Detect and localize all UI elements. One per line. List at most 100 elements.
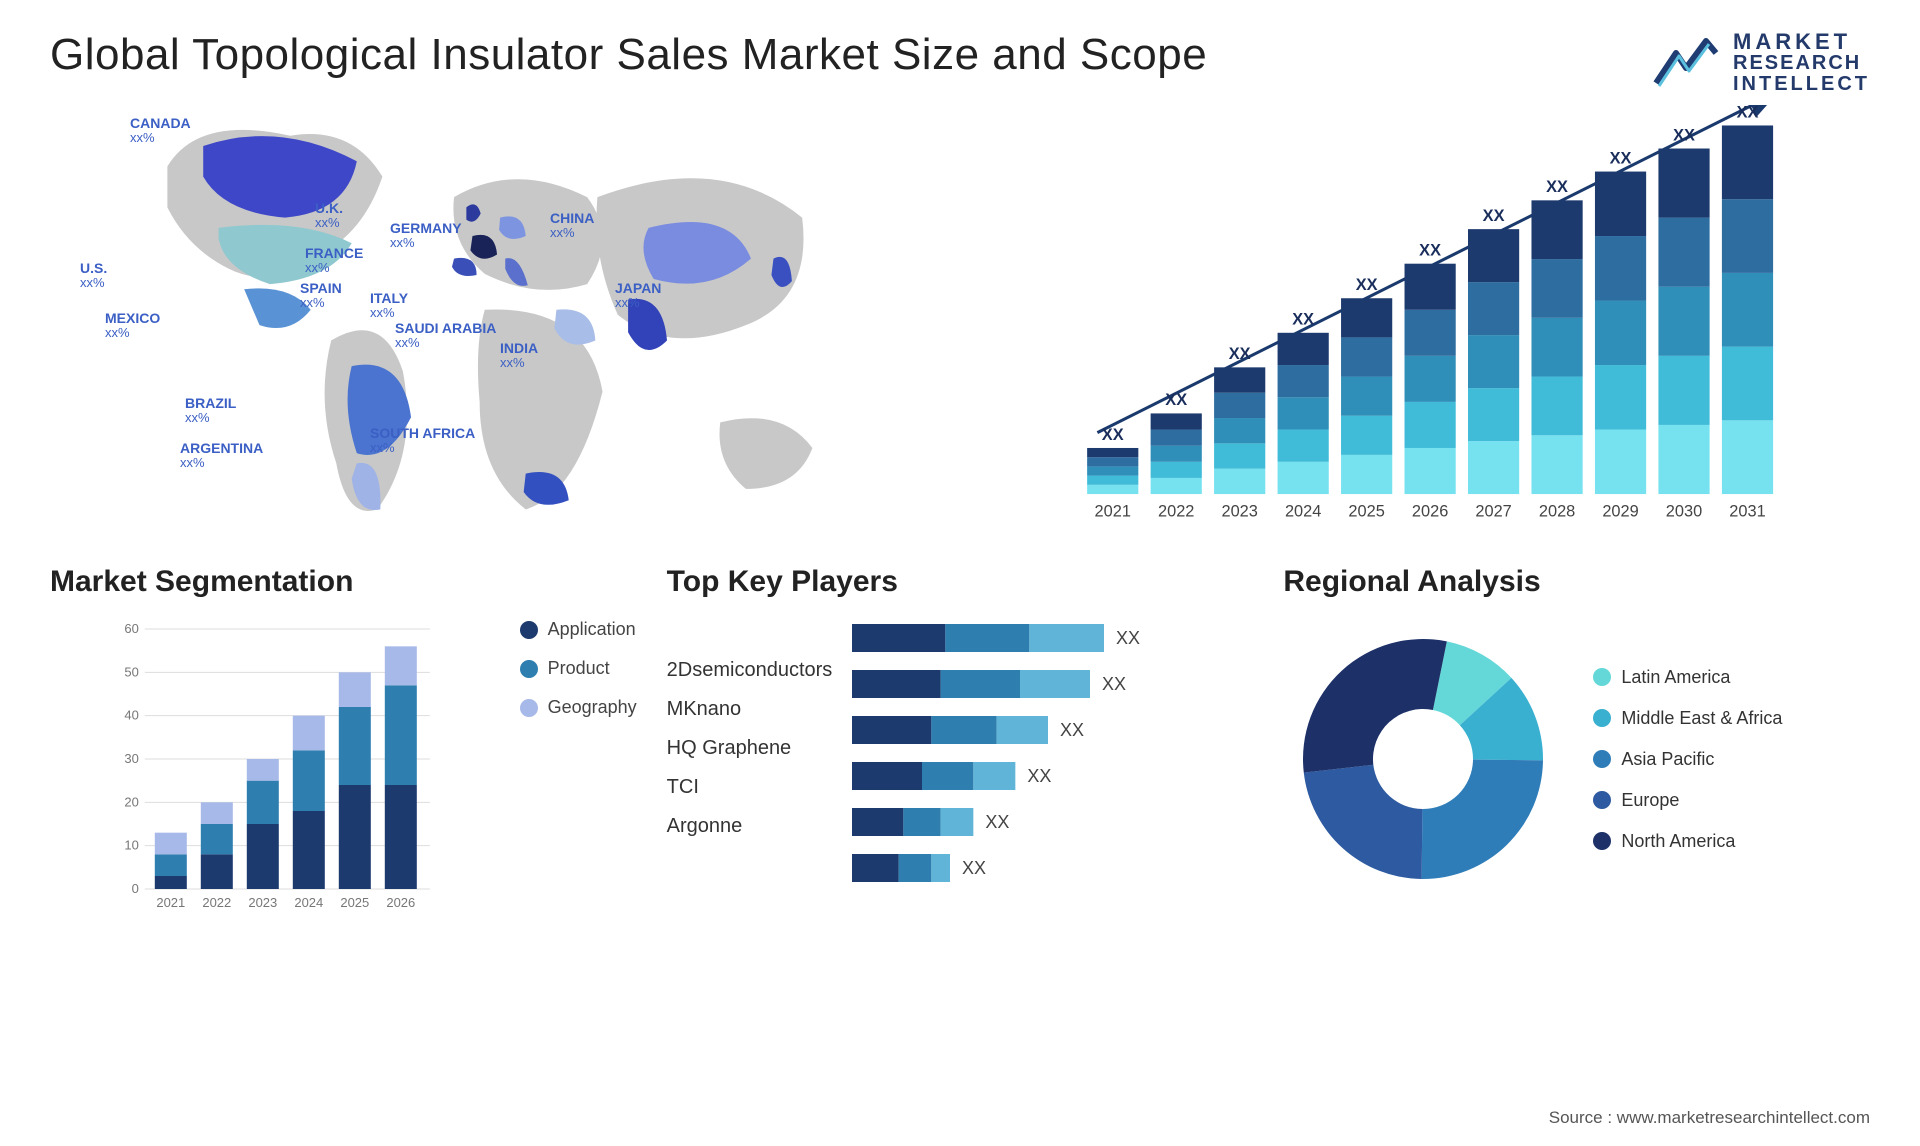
key-bar-value: XX <box>1102 674 1126 694</box>
legend-swatch-icon <box>1593 750 1611 768</box>
key-bar-seg <box>932 854 951 882</box>
growth-bar-seg <box>1341 298 1392 337</box>
map-label-india: INDIAxx% <box>500 340 538 371</box>
seg-year-label: 2025 <box>340 895 369 910</box>
growth-bar-seg <box>1722 273 1773 347</box>
map-label-us: U.S.xx% <box>80 260 107 291</box>
legend-swatch-icon <box>1593 791 1611 809</box>
growth-bar-seg <box>1531 318 1582 377</box>
seg-legend-label: Geography <box>548 697 637 718</box>
key-bar-seg <box>852 716 931 744</box>
growth-bar-seg <box>1278 365 1329 397</box>
region-legend-label: Latin America <box>1621 667 1730 688</box>
key-bar-seg <box>946 624 1030 652</box>
growth-bar-seg <box>1722 199 1773 273</box>
lower-section: Market Segmentation 01020304050602021202… <box>50 565 1870 965</box>
regional-donut-chart <box>1283 619 1563 899</box>
growth-bar-seg <box>1341 337 1392 376</box>
key-bar-seg <box>904 808 941 836</box>
growth-bar-seg <box>1341 377 1392 416</box>
growth-bar-seg <box>1214 393 1265 418</box>
key-bar-seg <box>974 762 1016 790</box>
growth-bar-seg <box>1151 430 1202 446</box>
regional-legend: Latin AmericaMiddle East & AfricaAsia Pa… <box>1593 667 1782 852</box>
seg-bar-seg <box>339 672 371 707</box>
region-legend-label: Europe <box>1621 790 1679 811</box>
growth-bar-value: XX <box>1546 178 1568 196</box>
growth-bar-seg <box>1595 172 1646 237</box>
growth-bar-seg <box>1595 365 1646 430</box>
growth-year-label: 2025 <box>1348 503 1384 521</box>
key-players-title: Top Key Players <box>667 565 1254 599</box>
key-players-chart: XXXXXXXXXXXX <box>852 619 1212 919</box>
growth-year-label: 2028 <box>1539 503 1575 521</box>
seg-ytick: 10 <box>124 838 138 853</box>
growth-bar-seg <box>1214 469 1265 494</box>
region-legend-item: Europe <box>1593 790 1782 811</box>
key-bar-seg <box>997 716 1048 744</box>
growth-year-label: 2031 <box>1729 503 1765 521</box>
growth-bar-seg <box>1278 333 1329 365</box>
key-player-labels: 2DsemiconductorsMKnanoHQ GrapheneTCIArgo… <box>667 659 833 838</box>
map-label-saudiarabia: SAUDI ARABIAxx% <box>395 320 496 351</box>
key-bar-seg <box>852 762 922 790</box>
legend-swatch-icon <box>520 660 538 678</box>
growth-bar-seg <box>1658 356 1709 425</box>
map-label-japan: JAPANxx% <box>615 280 661 311</box>
legend-swatch-icon <box>1593 832 1611 850</box>
growth-bar-seg <box>1341 455 1392 494</box>
region-legend-label: Middle East & Africa <box>1621 708 1782 729</box>
key-bar-seg <box>899 854 932 882</box>
growth-bar-seg <box>1531 435 1582 494</box>
seg-bar-seg <box>339 785 371 889</box>
growth-chart-panel: XX2021XX2022XX2023XX2024XX2025XX2026XX20… <box>980 105 1870 535</box>
world-map-panel: CANADAxx%U.S.xx%MEXICOxx%BRAZILxx%ARGENT… <box>50 105 940 535</box>
key-bar-seg <box>852 624 945 652</box>
seg-ytick: 30 <box>124 751 138 766</box>
growth-bar-seg <box>1595 430 1646 495</box>
growth-bar-seg <box>1658 149 1709 218</box>
growth-bar-seg <box>1595 236 1646 300</box>
growth-year-label: 2023 <box>1221 503 1257 521</box>
map-label-mexico: MEXICOxx% <box>105 310 160 341</box>
growth-bar-seg <box>1087 448 1138 457</box>
growth-bar-seg <box>1405 264 1456 310</box>
growth-bar-seg <box>1151 446 1202 462</box>
brand-logo: MARKET RESEARCH INTELLECT <box>1651 30 1870 95</box>
seg-bar-seg <box>293 750 325 811</box>
growth-bar-seg <box>1595 301 1646 366</box>
key-player-name: 2Dsemiconductors <box>667 659 833 682</box>
map-label-spain: SPAINxx% <box>300 280 342 311</box>
regional-title: Regional Analysis <box>1283 565 1870 599</box>
growth-year-label: 2030 <box>1666 503 1702 521</box>
seg-bar-seg <box>385 646 417 685</box>
growth-bar-value: XX <box>1165 391 1187 409</box>
seg-ytick: 50 <box>124 664 138 679</box>
key-bar-seg <box>922 762 973 790</box>
key-player-name: HQ Graphene <box>667 737 833 760</box>
map-label-italy: ITALYxx% <box>370 290 408 321</box>
growth-bar-seg <box>1151 478 1202 494</box>
key-bar-value: XX <box>1028 766 1052 786</box>
key-player-name: TCI <box>667 776 833 799</box>
segmentation-panel: Market Segmentation 01020304050602021202… <box>50 565 637 965</box>
key-bar-value: XX <box>1116 628 1140 648</box>
seg-ytick: 40 <box>124 708 138 723</box>
growth-bar-seg <box>1658 218 1709 287</box>
seg-bar-seg <box>247 781 279 824</box>
growth-year-label: 2024 <box>1285 503 1321 521</box>
key-bar-seg <box>941 808 974 836</box>
segmentation-title: Market Segmentation <box>50 565 637 599</box>
key-bar-seg <box>852 854 899 882</box>
growth-bar-seg <box>1658 287 1709 356</box>
growth-bar-seg <box>1278 462 1329 494</box>
growth-bar-seg <box>1405 356 1456 402</box>
key-bar-seg <box>852 808 903 836</box>
map-label-brazil: BRAZILxx% <box>185 395 236 426</box>
growth-year-label: 2027 <box>1475 503 1511 521</box>
key-bar-seg <box>1030 624 1105 652</box>
seg-bar-seg <box>201 802 233 824</box>
growth-bar-chart: XX2021XX2022XX2023XX2024XX2025XX2026XX20… <box>980 105 1870 535</box>
header-row: Global Topological Insulator Sales Marke… <box>50 30 1870 95</box>
upper-section: CANADAxx%U.S.xx%MEXICOxx%BRAZILxx%ARGENT… <box>50 105 1870 535</box>
